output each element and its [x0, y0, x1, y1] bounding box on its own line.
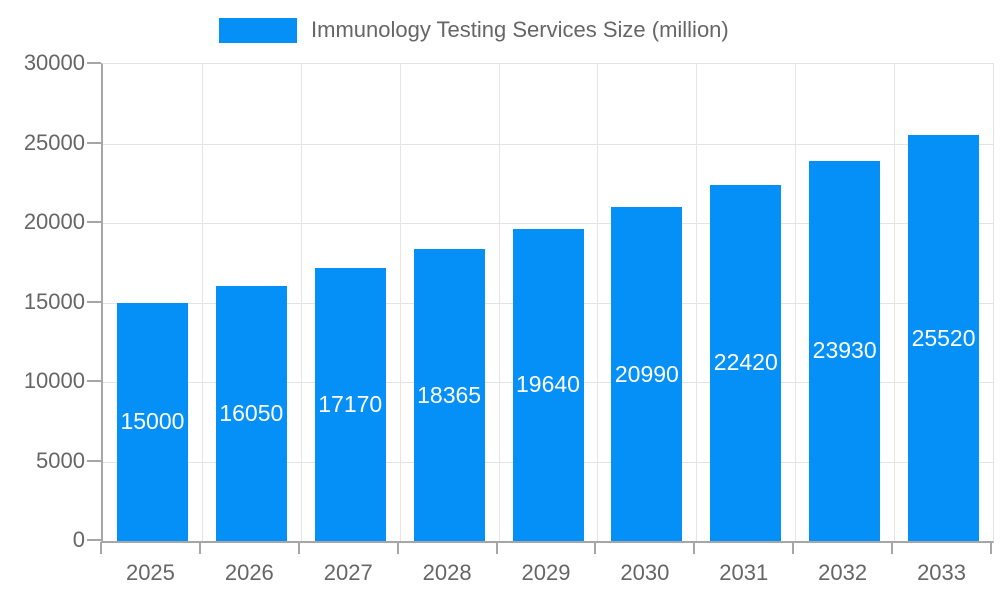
y-axis-label: 10000: [23, 368, 85, 393]
y-axis-tick: [87, 459, 101, 462]
bar-value-label: 18365: [417, 381, 482, 408]
gridline-vertical: [201, 64, 203, 541]
x-axis-tick: [396, 542, 399, 554]
y-axis-label: 30000: [23, 50, 85, 75]
legend-item[interactable]: Immunology Testing Services Size (millio…: [219, 17, 729, 43]
x-axis-tick: [693, 542, 696, 554]
x-axis-label-2032: 2032: [818, 560, 868, 585]
x-axis-label-2031: 2031: [719, 560, 769, 585]
gridline-vertical: [399, 64, 401, 541]
x-axis-label-2028: 2028: [422, 560, 472, 585]
bar-2028[interactable]: 18365: [413, 249, 485, 541]
x-axis-tick: [297, 542, 300, 554]
bar-value-label: 25520: [911, 324, 976, 351]
bar-2032[interactable]: 23930: [809, 160, 881, 541]
y-axis-tick: [87, 300, 101, 303]
x-axis-tick: [891, 542, 894, 554]
bar-2025[interactable]: 15000: [116, 302, 188, 541]
bar-value-label: 20990: [614, 360, 679, 387]
bar-2030[interactable]: 20990: [611, 207, 683, 541]
gridline-horizontal: [103, 143, 993, 145]
x-axis-label-2029: 2029: [521, 560, 571, 585]
y-axis-tick: [87, 380, 101, 382]
y-axis-label: 15000: [23, 288, 85, 314]
bar-2029[interactable]: 19640: [512, 228, 584, 541]
gridline-vertical: [300, 64, 302, 541]
bar-value-label: 22420: [713, 349, 778, 376]
gridline-horizontal: [103, 223, 993, 224]
x-axis-tick: [100, 542, 102, 554]
bar-value-label: 15000: [120, 408, 185, 435]
bar-2026[interactable]: 16050: [215, 285, 287, 541]
y-axis-tick: [87, 221, 101, 223]
bar-2031[interactable]: 22420: [710, 184, 782, 541]
x-axis-label-2030: 2030: [620, 560, 670, 585]
x-axis-tick: [594, 542, 597, 554]
bar-2027[interactable]: 17170: [314, 268, 386, 541]
gridline-vertical: [597, 64, 599, 541]
plot-area: 15000 16050 17170 18365 19640 20990 22420 23930…: [101, 63, 994, 543]
y-axis-label: 20000: [23, 209, 85, 234]
y-axis-label: 25000: [23, 129, 85, 155]
y-axis-tick: [87, 539, 101, 541]
x-axis-tick: [495, 542, 498, 554]
bar-2033[interactable]: 25520: [908, 135, 980, 541]
y-axis-tick: [87, 62, 101, 64]
x-axis-tick: [792, 542, 795, 554]
x-axis-label-2026: 2026: [224, 560, 274, 585]
y-axis-label: 0: [72, 527, 85, 552]
x-axis-label-2027: 2027: [323, 560, 373, 585]
x-axis-tick: [198, 542, 201, 554]
x-axis-label-2033: 2033: [917, 560, 967, 585]
x-axis-tick: [990, 542, 992, 554]
legend-label: Immunology Testing Services Size (millio…: [311, 17, 729, 42]
gridline-vertical: [696, 64, 698, 541]
y-axis-label: 5000: [36, 447, 85, 473]
gridline-vertical: [795, 64, 797, 541]
y-axis-tick: [87, 141, 101, 144]
bar-value-label: 16050: [219, 399, 284, 426]
legend-swatch: [219, 17, 297, 43]
bar-value-label: 19640: [516, 371, 580, 398]
gridline-vertical: [894, 64, 896, 541]
bar-value-label: 17170: [318, 391, 383, 417]
gridline-vertical: [498, 64, 500, 541]
bar-value-label: 23930: [812, 337, 877, 364]
x-axis-label-2025: 2025: [125, 560, 175, 585]
